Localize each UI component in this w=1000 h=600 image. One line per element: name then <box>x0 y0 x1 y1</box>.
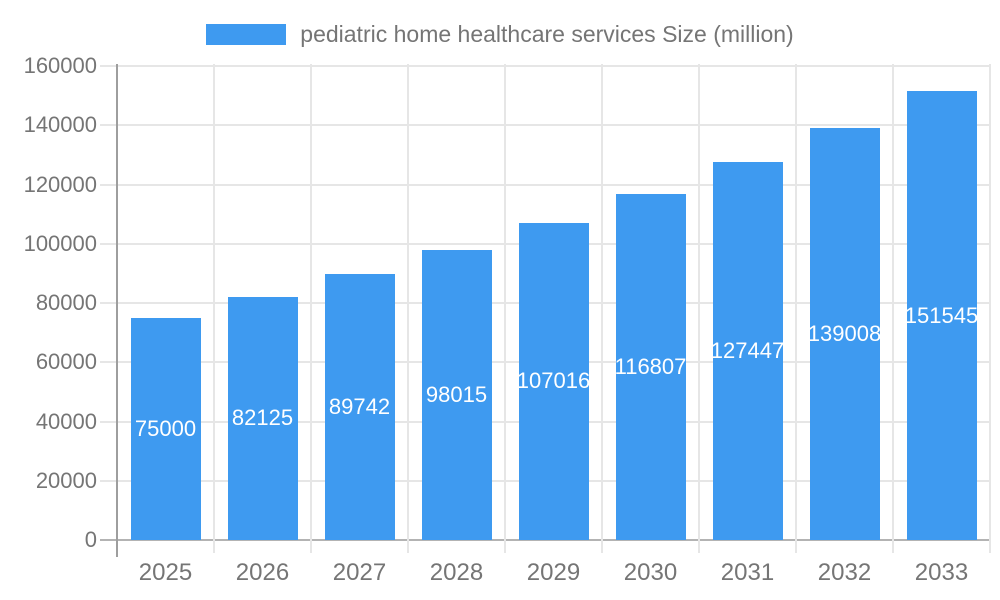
legend-swatch <box>206 24 287 45</box>
y-tick-label: 100000 <box>23 230 97 256</box>
v-gridline <box>698 64 700 553</box>
y-tick-label: 20000 <box>35 467 97 493</box>
bar-value-label: 98015 <box>425 381 488 407</box>
bar[interactable]: 151545 <box>906 91 977 540</box>
x-tick-label: 2031 <box>720 559 775 586</box>
x-tick-label: 2029 <box>526 559 581 586</box>
v-gridline <box>795 64 797 553</box>
x-tick-label: 2025 <box>138 559 193 586</box>
y-gridline <box>100 124 990 127</box>
v-gridline <box>989 64 991 553</box>
v-gridline <box>892 64 894 553</box>
x-tick-label: 2028 <box>429 559 484 586</box>
y-tick-label: 80000 <box>35 290 97 315</box>
x-tick-label: 2033 <box>914 559 969 586</box>
bar-value-label: 89742 <box>328 394 391 420</box>
bar-value-label: 116807 <box>615 353 686 379</box>
bar-value-label: 107016 <box>518 368 589 394</box>
legend-label: pediatric home healthcare services Size … <box>300 21 794 47</box>
bar[interactable]: 116807 <box>615 193 686 540</box>
y-tick-label: 40000 <box>35 408 97 434</box>
v-gridline <box>601 64 603 553</box>
y-tick-label: 140000 <box>23 112 97 138</box>
x-tick-label: 2032 <box>817 559 872 586</box>
legend: pediatric home healthcare services Size … <box>0 21 1000 48</box>
v-gridline <box>213 64 215 553</box>
bar-value-label: 127447 <box>712 338 783 364</box>
x-tick-label: 2027 <box>332 559 387 586</box>
v-gridline <box>310 64 312 553</box>
bar-value-label: 151545 <box>906 302 977 328</box>
bar-value-label: 75000 <box>134 415 197 441</box>
v-gridline <box>407 64 409 553</box>
v-gridline <box>504 64 506 553</box>
y-tick-label: 60000 <box>35 349 97 375</box>
x-tick-label: 2026 <box>235 559 290 586</box>
y-axis-line <box>116 64 118 557</box>
y-tick-label: 120000 <box>23 171 97 197</box>
y-tick-label: 0 <box>84 527 97 552</box>
bar[interactable]: 127447 <box>712 162 783 540</box>
x-tick-label: 2030 <box>623 559 678 586</box>
y-tick-label: 160000 <box>23 53 97 78</box>
bar[interactable]: 98015 <box>421 249 492 540</box>
bar[interactable]: 139008 <box>809 128 880 540</box>
y-gridline <box>100 183 990 186</box>
y-gridline <box>100 65 990 67</box>
bar[interactable]: 107016 <box>518 222 589 540</box>
bar[interactable]: 82125 <box>227 296 298 540</box>
bar-value-label: 82125 <box>231 405 294 431</box>
bar-value-label: 139008 <box>809 321 880 347</box>
x-axis-baseline <box>100 539 990 541</box>
bar[interactable]: 75000 <box>130 317 201 540</box>
bar[interactable]: 89742 <box>324 274 395 540</box>
